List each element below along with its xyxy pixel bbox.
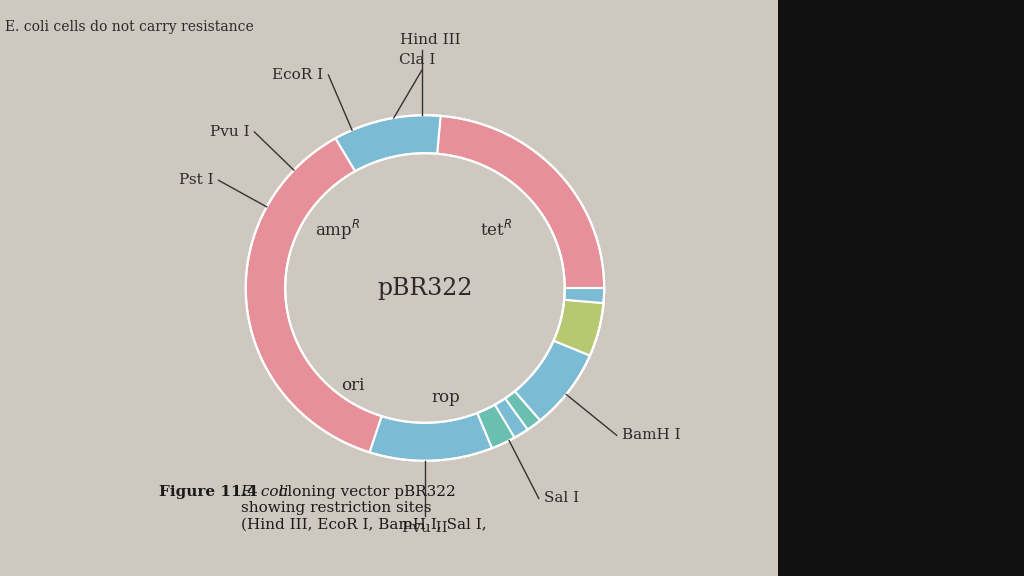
Polygon shape — [515, 340, 590, 420]
Text: amp$^R$: amp$^R$ — [315, 218, 360, 242]
Text: Figure 11.4: Figure 11.4 — [159, 485, 257, 499]
Polygon shape — [477, 391, 540, 448]
Polygon shape — [495, 399, 527, 438]
Text: rop: rop — [431, 389, 460, 406]
Text: Hind III: Hind III — [399, 33, 460, 47]
Text: BamH I: BamH I — [622, 429, 680, 442]
Text: Sal I: Sal I — [544, 491, 579, 505]
Text: tet$^R$: tet$^R$ — [480, 221, 513, 240]
Text: cloning vector pBR322: cloning vector pBR322 — [273, 485, 456, 499]
Text: EcoR I: EcoR I — [272, 68, 324, 82]
Polygon shape — [554, 300, 603, 355]
Text: pBR322: pBR322 — [377, 276, 473, 300]
Text: E. coli: E. coli — [241, 485, 289, 499]
Text: Pvu II: Pvu II — [402, 521, 447, 535]
Text: showing restriction sites: showing restriction sites — [241, 501, 431, 515]
Polygon shape — [564, 288, 604, 303]
Bar — [778, 0, 1024, 576]
Polygon shape — [437, 116, 604, 438]
Text: Pst I: Pst I — [179, 173, 214, 187]
Polygon shape — [336, 115, 440, 171]
Text: (Hind III, EcoR I, BamH I, Sal I,: (Hind III, EcoR I, BamH I, Sal I, — [241, 518, 486, 532]
Polygon shape — [370, 413, 493, 461]
Text: Cla I: Cla I — [398, 53, 435, 67]
Polygon shape — [246, 138, 382, 452]
Text: E. coli cells do not carry resistance: E. coli cells do not carry resistance — [5, 20, 254, 34]
Text: Pvu I: Pvu I — [210, 125, 250, 139]
Text: ori: ori — [342, 377, 365, 395]
